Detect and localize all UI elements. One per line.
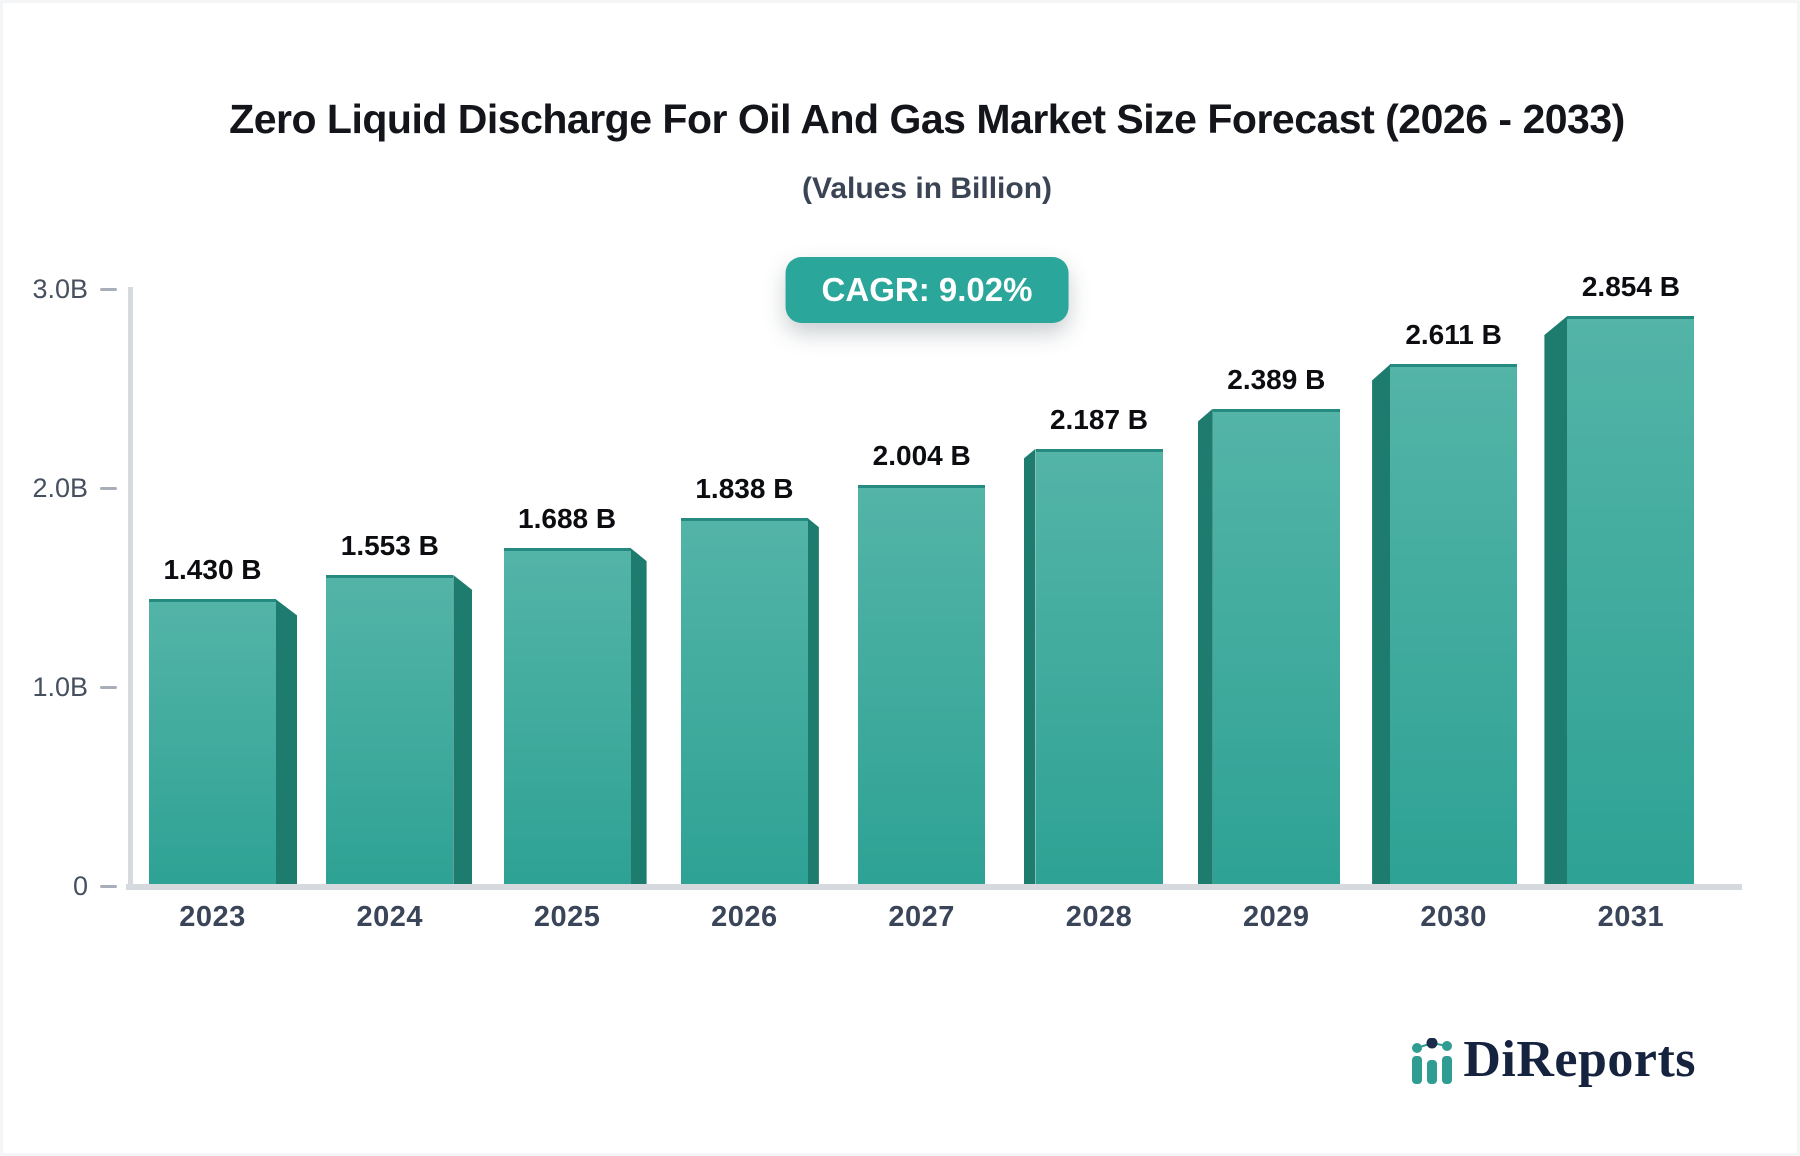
bar-2023	[149, 599, 276, 884]
bar-2025	[503, 548, 631, 884]
bar-value-label: 1.838 B	[695, 473, 794, 505]
bar-2031	[1567, 316, 1695, 884]
bar-value-label: 2.004 B	[872, 440, 971, 472]
bar-value-label: 2.389 B	[1227, 363, 1326, 395]
x-axis-label: 2029	[1243, 901, 1310, 933]
y-axis-tick-label: 1.0B	[32, 672, 88, 702]
x-axis-line	[126, 884, 1742, 890]
x-axis-label: 2028	[1065, 901, 1133, 933]
chart-subtitle: (Values in Billion)	[801, 172, 1053, 205]
y-axis-tick-label: 0	[72, 871, 88, 901]
bar-value-label: 2.187 B	[1049, 403, 1149, 435]
y-axis-tick	[100, 686, 117, 689]
x-axis-label: 2025	[533, 901, 601, 933]
bar-side-face	[807, 518, 819, 884]
bar-2028	[1035, 448, 1163, 884]
bar-2029	[1212, 408, 1340, 884]
x-axis-label: 2023	[179, 901, 246, 933]
direports-logo-icon	[1412, 1038, 1453, 1084]
bar-side-face	[1372, 364, 1391, 884]
bar-value-label: 1.430 B	[163, 554, 262, 586]
x-axis-label: 2024	[356, 901, 424, 933]
bar-side-face	[1023, 448, 1036, 884]
chart-title: Zero Liquid Discharge For Oil And Gas Ma…	[229, 96, 1625, 142]
y-axis-tick	[100, 885, 117, 888]
bar-value-label: 2.854 B	[1581, 271, 1680, 303]
bar-side-face	[276, 599, 297, 884]
y-axis-line	[128, 287, 133, 890]
direports-logo-text: DiReports	[1463, 1031, 1696, 1088]
bar-2030	[1390, 364, 1518, 884]
y-axis-tick-label: 2.0B	[32, 473, 88, 503]
bar-value-label: 2.611 B	[1405, 319, 1502, 351]
bar-side-face	[1544, 316, 1568, 884]
direports-logo: DiReports	[1409, 1031, 1696, 1088]
y-axis-tick-label: 3.0B	[32, 274, 88, 304]
x-axis-label: 2030	[1420, 901, 1487, 933]
bar-side-face	[1197, 408, 1213, 884]
x-axis-label: 2027	[888, 901, 955, 933]
y-axis-tick	[100, 487, 117, 490]
bar-2024	[326, 574, 454, 884]
cagr-badge: CAGR: 9.02%	[785, 257, 1069, 323]
bar-value-label: 1.688 B	[518, 503, 617, 535]
bar-2027	[858, 485, 986, 884]
bar-side-face	[630, 548, 647, 884]
bar-value-label: 1.553 B	[340, 529, 439, 561]
x-axis-label: 2031	[1597, 901, 1665, 933]
bar-side-face	[453, 574, 473, 884]
x-axis-label: 2026	[711, 901, 778, 933]
bar-2026	[680, 518, 808, 884]
y-axis-tick	[100, 288, 117, 291]
